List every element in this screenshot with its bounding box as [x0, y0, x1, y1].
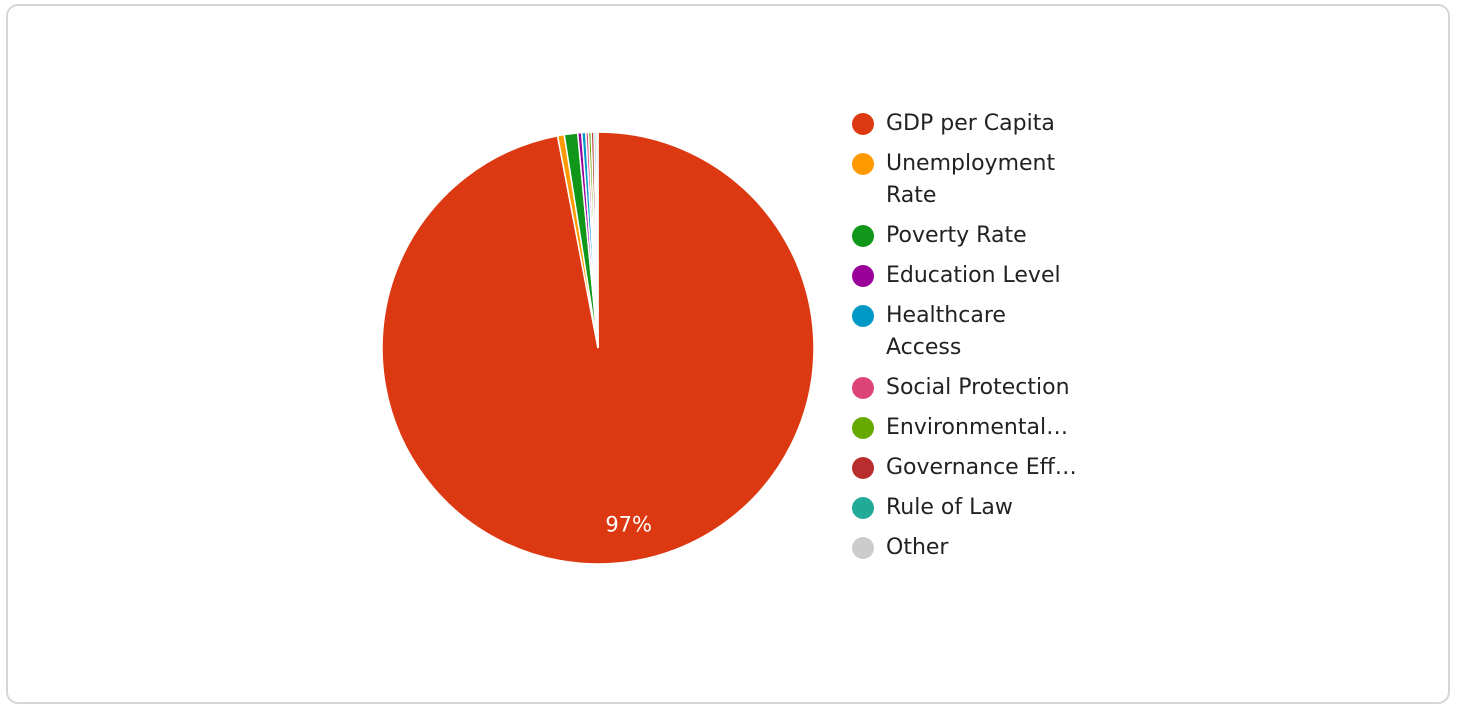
- legend-item-unemployment-rate[interactable]: Unemployment Rate: [852, 148, 1092, 212]
- legend-swatch-icon: [852, 113, 874, 135]
- legend-label: Other: [886, 535, 949, 560]
- legend-item-poverty-rate[interactable]: Poverty Rate: [852, 220, 1092, 252]
- legend-item-environmental[interactable]: Environmental…: [852, 412, 1092, 444]
- legend-label: Unemployment Rate: [886, 151, 1056, 208]
- legend-swatch-icon: [852, 265, 874, 287]
- legend-item-education-level[interactable]: Education Level: [852, 260, 1092, 292]
- legend-label: Rule of Law: [886, 495, 1013, 520]
- legend-swatch-icon: [852, 537, 874, 559]
- legend-label: GDP per Capita: [886, 111, 1055, 136]
- pie-slice-other[interactable]: [595, 131, 599, 349]
- legend-swatch-icon: [852, 417, 874, 439]
- legend-swatch-icon: [852, 305, 874, 327]
- legend-label: Governance Eff…: [886, 455, 1077, 480]
- legend-label: Education Level: [886, 263, 1061, 288]
- legend-label: Poverty Rate: [886, 223, 1027, 248]
- legend-label: Environmental…: [886, 415, 1069, 440]
- legend-swatch-icon: [852, 457, 874, 479]
- legend-label: Social Protection: [886, 375, 1070, 400]
- legend-item-gdp-per-capita[interactable]: GDP per Capita: [852, 108, 1092, 140]
- legend-swatch-icon: [852, 377, 874, 399]
- slice-percent-label: 97%: [605, 512, 652, 536]
- pie-slices: [381, 131, 815, 565]
- legend-item-healthcare-access[interactable]: Healthcare Access: [852, 300, 1092, 364]
- legend-swatch-icon: [852, 225, 874, 247]
- legend-swatch-icon: [852, 153, 874, 175]
- legend: GDP per Capita Unemployment Rate Poverty…: [852, 108, 1092, 572]
- legend-item-governance-eff[interactable]: Governance Eff…: [852, 452, 1092, 484]
- legend-item-other[interactable]: Other: [852, 532, 1092, 564]
- legend-label: Healthcare Access: [886, 303, 1006, 360]
- legend-item-social-protection[interactable]: Social Protection: [852, 372, 1092, 404]
- legend-swatch-icon: [852, 497, 874, 519]
- legend-item-rule-of-law[interactable]: Rule of Law: [852, 492, 1092, 524]
